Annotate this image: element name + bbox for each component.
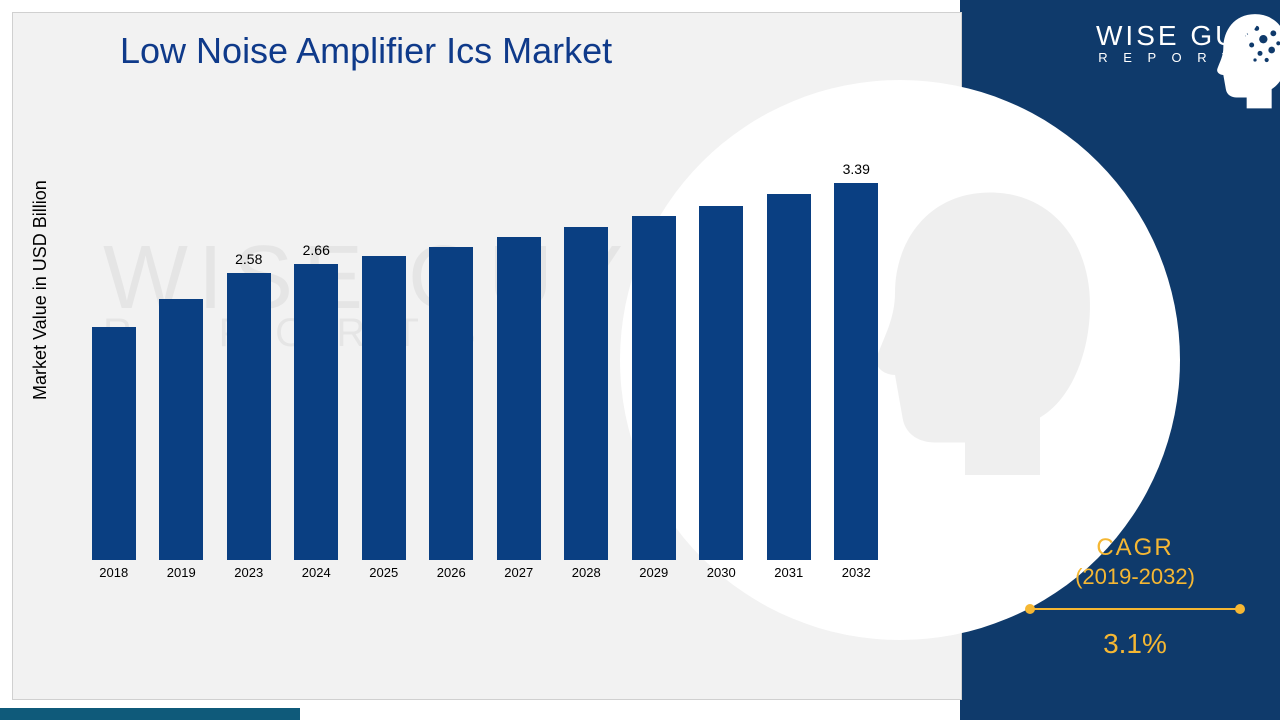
bar-group (350, 234, 417, 560)
brand-logo: WISE GUY R E P O R T S (1096, 20, 1260, 65)
bar (92, 327, 136, 560)
bar-group: 2.58 (215, 251, 282, 560)
x-axis-label: 2025 (350, 565, 417, 580)
bar-group: 3.39 (823, 161, 890, 560)
bar-group (620, 194, 687, 560)
cagr-block: CAGR (2019-2032) 3.1% (1020, 534, 1250, 660)
cagr-label: CAGR (1020, 534, 1250, 562)
bars-container: 2.58 2.66 3.39 (80, 160, 890, 560)
bar (159, 299, 203, 560)
x-axis-label: 2024 (283, 565, 350, 580)
chart-area: 2.58 2.66 3.39 (80, 160, 890, 560)
cagr-dot-right (1235, 604, 1245, 614)
x-axis-label: 2029 (620, 565, 687, 580)
logo-line1: WISE GUY (1096, 20, 1260, 52)
bar-group (418, 225, 485, 560)
bar (767, 194, 811, 560)
bar-group (755, 172, 822, 560)
cagr-years: (2019-2032) (1020, 564, 1250, 590)
x-axis-label: 2026 (418, 565, 485, 580)
bar (227, 273, 271, 560)
bar-group (688, 184, 755, 560)
bar (362, 256, 406, 560)
y-axis-label: Market Value in USD Billion (30, 180, 51, 400)
bar-group (148, 277, 215, 560)
x-axis-label: 2032 (823, 565, 890, 580)
cagr-divider (1030, 608, 1240, 610)
bottom-accent-bar (0, 708, 300, 720)
bar-group: 2.66 (283, 242, 350, 560)
x-axis-label: 2018 (80, 565, 147, 580)
bar (632, 216, 676, 560)
bar (564, 227, 608, 560)
x-axis-label: 2031 (755, 565, 822, 580)
bar-group (553, 205, 620, 560)
bar-group (485, 215, 552, 560)
x-axis-label: 2027 (485, 565, 552, 580)
x-axis-label: 2028 (553, 565, 620, 580)
x-axis-label: 2023 (215, 565, 282, 580)
logo-line2: R E P O R T S (1096, 50, 1260, 65)
cagr-value: 3.1% (1020, 628, 1250, 660)
bar-value-label: 2.66 (303, 242, 330, 260)
x-axis-label: 2030 (688, 565, 755, 580)
bar-value-label: 2.58 (235, 251, 262, 269)
cagr-dot-left (1025, 604, 1035, 614)
chart-title: Low Noise Amplifier Ics Market (120, 30, 612, 72)
x-axis-label: 2019 (148, 565, 215, 580)
bar (294, 264, 338, 560)
bar (429, 247, 473, 560)
bar (834, 183, 878, 560)
bar (699, 206, 743, 560)
bar-value-label: 3.39 (843, 161, 870, 179)
bar (497, 237, 541, 560)
x-axis-labels: 2018201920232024202520262027202820292030… (80, 565, 890, 580)
bar-group (80, 305, 147, 560)
